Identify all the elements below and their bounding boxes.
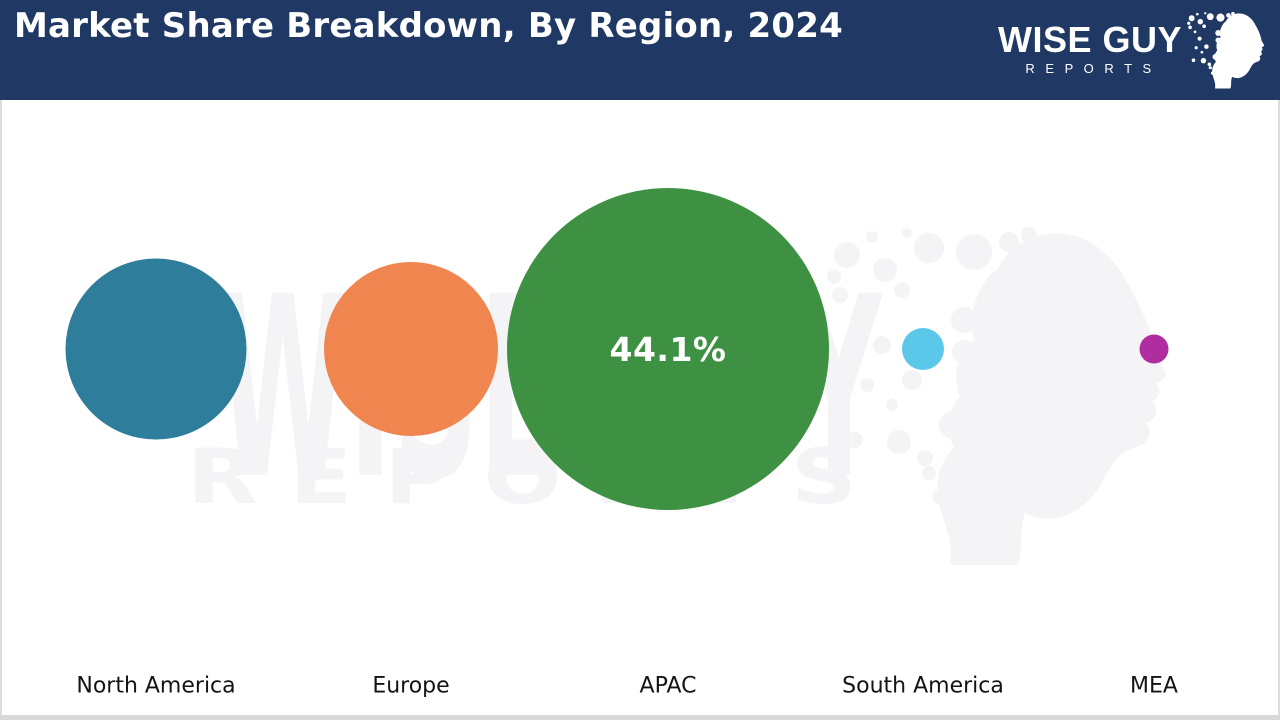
category-label-south-america: South America	[842, 673, 1004, 699]
brand-subtitle: R E P O R T S	[1025, 61, 1155, 76]
brand-name: WISE GUY	[997, 19, 1182, 60]
chart-area: WISE GUY R E P O R T S 44.1% North Ameri…	[0, 100, 1280, 720]
page-title: Market Share Breakdown, By Region, 2024	[14, 6, 843, 46]
bubble-value-label: 44.1%	[609, 329, 727, 369]
category-label-north-america: North America	[76, 673, 236, 699]
brand-logo-text: WISE GUY R E P O R T S	[998, 21, 1182, 77]
category-label-europe: Europe	[372, 673, 450, 699]
brand-logo: WISE GUY R E P O R T S	[998, 6, 1264, 94]
header: Market Share Breakdown, By Region, 2024 …	[0, 0, 1280, 100]
bubble-north-america[interactable]	[65, 258, 247, 440]
category-label-mea: MEA	[1130, 673, 1178, 699]
bubble-south-america[interactable]	[902, 328, 944, 370]
brand-head-icon	[1187, 11, 1264, 89]
bubble-mea[interactable]	[1139, 334, 1169, 364]
bubble-apac[interactable]: 44.1%	[507, 188, 829, 510]
category-label-apac: APAC	[639, 673, 697, 699]
bubble-europe[interactable]	[324, 262, 498, 436]
